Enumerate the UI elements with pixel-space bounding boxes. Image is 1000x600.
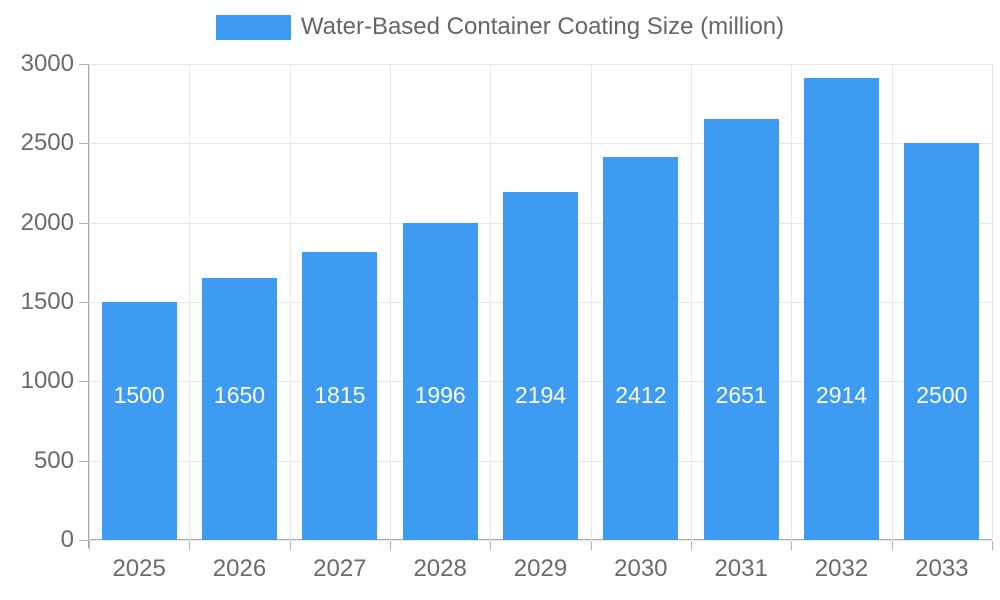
y-axis-tick-labels: 0 500 1000 1500 2000 2500 3000 [0,0,74,600]
x-axis-tick-label: 2028 [413,555,467,582]
gridline-vertical [289,64,291,540]
y-axis-tick-mark [79,460,89,462]
bar[interactable]: 1650 [201,278,278,540]
y-axis-tick-mark [79,540,89,541]
bar-value-label: 1996 [414,381,466,408]
bar[interactable]: 2500 [904,143,980,540]
legend-item-water-based-container-coating-size[interactable]: Water-Based Container Coating Size (mill… [215,13,785,40]
bar-value-label: 1815 [314,381,366,408]
bar[interactable]: 1500 [101,302,177,540]
gridline-vertical [189,64,191,540]
bar-value-label: 2914 [815,381,868,408]
x-axis-tick-mark [691,541,692,550]
y-axis-tick-mark [79,302,89,303]
x-axis-tick-label: 2031 [714,555,768,582]
gridline-vertical [791,64,793,540]
bar-value-label: 2412 [615,381,667,408]
y-axis-tick-label: 2500 [20,129,74,157]
x-axis-tick-mark [289,541,291,550]
x-axis-tick-mark [891,541,893,550]
bar[interactable]: 2194 [502,191,579,540]
gridline-horizontal [89,143,992,145]
bar-value-label: 2651 [715,381,767,408]
y-axis-tick-label: 2000 [20,208,74,236]
y-axis-tick-label: 1500 [20,288,74,315]
bar[interactable]: 2914 [803,77,880,540]
bar[interactable]: 1996 [402,223,478,540]
x-axis-tick-label: 2026 [212,555,267,582]
bar[interactable]: 2651 [703,119,779,540]
x-axis-tick-label: 2030 [614,555,668,582]
legend-item-label: Water-Based Container Coating Size (mill… [300,13,785,40]
gridline-horizontal [89,540,992,541]
y-axis-tick-mark [79,64,89,65]
bar-value-label: 2500 [916,381,968,408]
chart-legend: Water-Based Container Coating Size (mill… [0,10,1000,44]
x-axis-tick-label: 2033 [915,555,969,582]
x-axis-tick-mark [390,541,391,550]
y-axis-tick-label: 3000 [20,50,74,77]
y-axis-tick-label: 0 [60,526,74,553]
gridline-vertical [89,64,90,540]
legend-color-swatch-icon [215,14,291,40]
x-axis-tick-mark [590,541,592,550]
bar-value-label: 1650 [213,381,266,408]
gridline-vertical [590,64,592,540]
x-axis-tick-mark [89,541,90,550]
bar[interactable]: 2412 [603,157,679,540]
y-axis-tick-label: 500 [33,446,74,474]
y-axis-tick-mark [79,143,89,145]
plot-area: 1500 1650 1815 1996 2194 2412 2651 2914 2500 [89,64,993,541]
y-axis-tick-mark [79,222,89,224]
x-axis-tick-mark [490,541,492,550]
x-axis-tick-label: 2025 [112,555,166,582]
bar-value-label: 2194 [514,381,567,408]
y-axis-tick-label: 1000 [20,367,74,395]
gridline-horizontal [89,64,992,65]
x-axis-tick-mark [992,541,993,550]
gridline-vertical [992,64,993,540]
gridline-vertical [390,64,391,540]
x-axis-tick-label: 2029 [513,555,568,582]
gridline-vertical [691,64,692,540]
gridline-vertical [490,64,492,540]
gridline-vertical [891,64,893,540]
y-axis-tick-mark [79,381,89,383]
x-axis-tick-label: 2027 [313,555,367,582]
bar[interactable]: 1815 [302,252,378,540]
x-axis-tick-label: 2032 [814,555,869,582]
x-axis-tick-mark [189,541,191,550]
bar-value-label: 1500 [113,382,165,408]
x-axis-tick-mark [791,541,793,550]
